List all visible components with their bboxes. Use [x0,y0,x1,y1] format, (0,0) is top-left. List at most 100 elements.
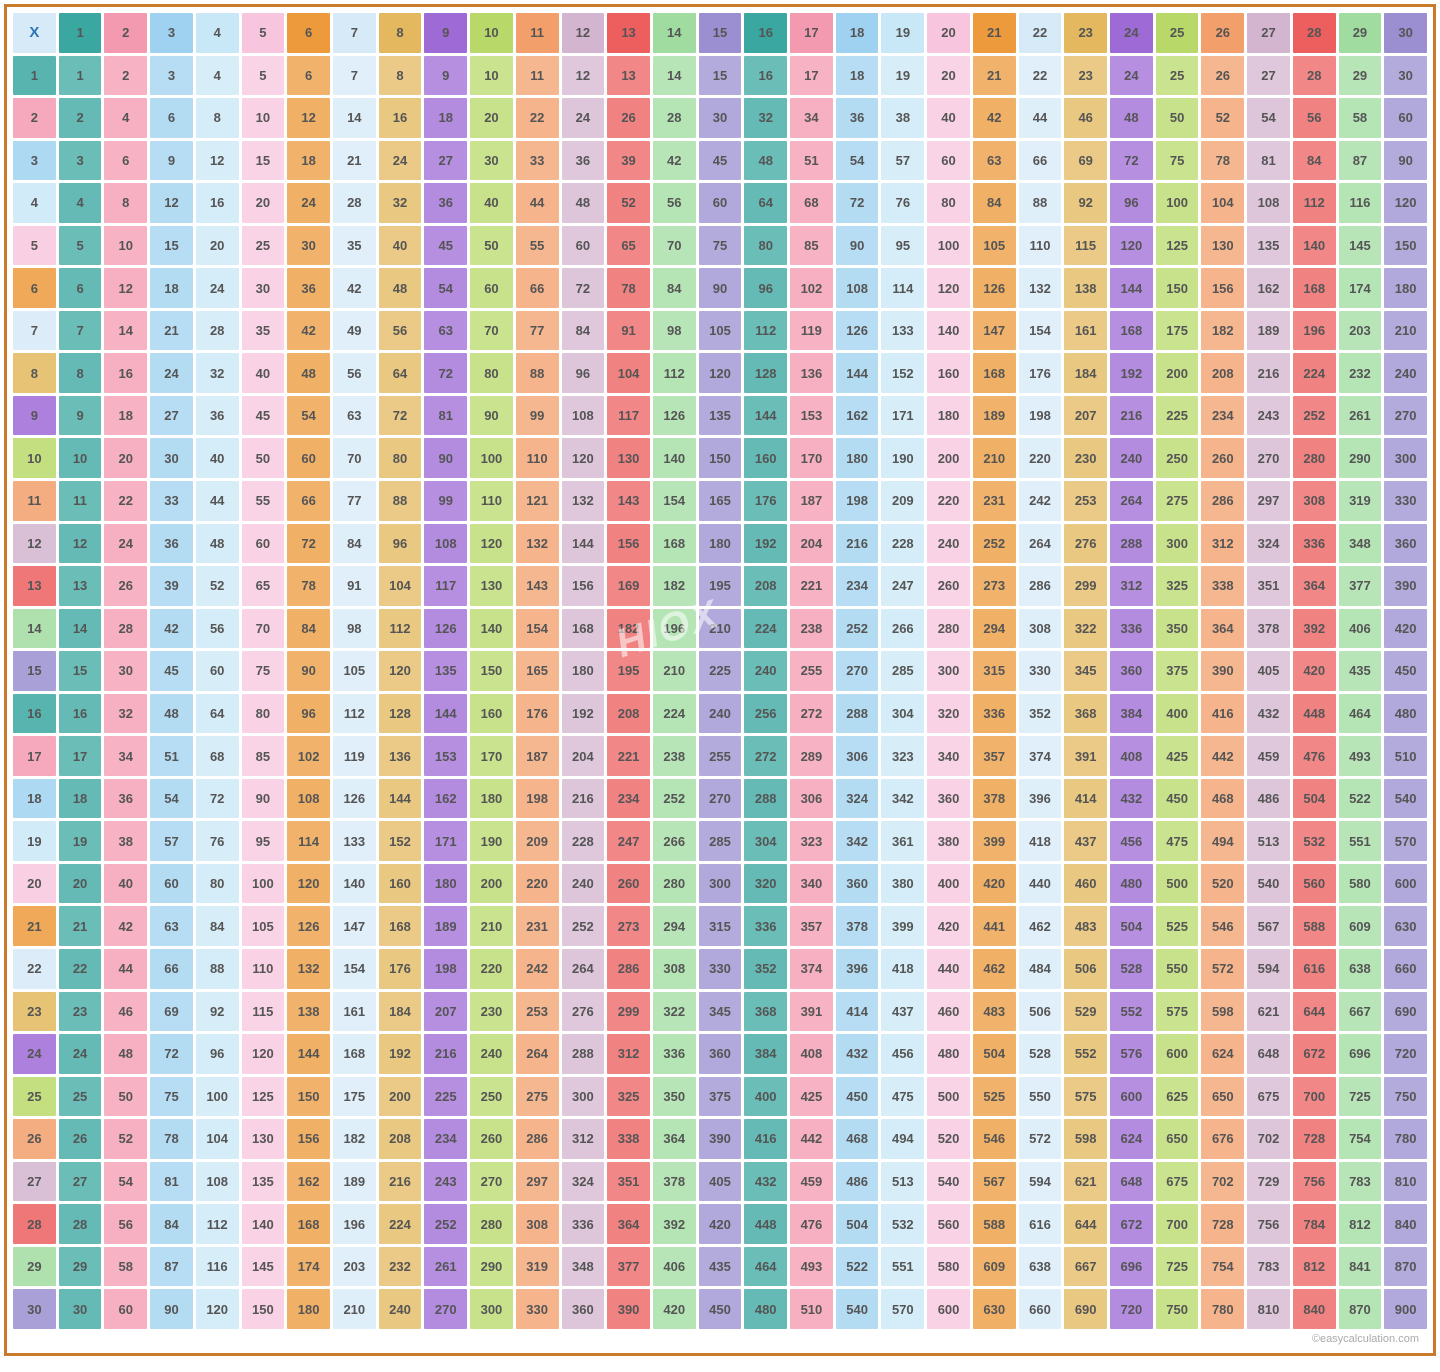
cell-20-11: 220 [516,864,559,904]
cell-2-11: 22 [516,98,559,138]
cell-15-11: 165 [516,651,559,691]
cell-27-24: 648 [1110,1162,1153,1202]
cell-13-3: 39 [150,566,193,606]
cell-16-22: 352 [1019,694,1062,734]
cell-24-14: 336 [653,1034,696,1074]
cell-12-17: 204 [790,524,833,564]
cell-10-1: 10 [59,438,102,478]
cell-28-30: 840 [1384,1204,1427,1244]
cell-6-23: 138 [1064,268,1107,308]
cell-12-24: 288 [1110,524,1153,564]
cell-5-24: 120 [1110,226,1153,266]
cell-18-13: 234 [607,779,650,819]
cell-28-21: 588 [973,1204,1016,1244]
cell-3-12: 36 [562,141,605,181]
cell-7-2: 14 [104,311,147,351]
cell-5-28: 140 [1293,226,1336,266]
cell-9-15: 135 [699,396,742,436]
cell-18-26: 468 [1201,779,1244,819]
cell-16-9: 144 [424,694,467,734]
cell-10-5: 50 [242,438,285,478]
cell-29-12: 348 [562,1247,605,1287]
cell-26-10: 260 [470,1119,513,1159]
cell-1-18: 18 [836,56,879,96]
cell-25-15: 375 [699,1077,742,1117]
cell-14-30: 420 [1384,609,1427,649]
cell-29-17: 493 [790,1247,833,1287]
cell-22-18: 396 [836,949,879,989]
cell-30-30: 900 [1384,1289,1427,1329]
cell-6-9: 54 [424,268,467,308]
cell-27-4: 108 [196,1162,239,1202]
cell-14-11: 154 [516,609,559,649]
cell-21-1: 21 [59,906,102,946]
cell-30-25: 750 [1156,1289,1199,1329]
cell-5-21: 105 [973,226,1016,266]
cell-18-24: 432 [1110,779,1153,819]
cell-30-13: 390 [607,1289,650,1329]
cell-3-14: 42 [653,141,696,181]
cell-9-9: 81 [424,396,467,436]
cell-14-6: 84 [287,609,330,649]
cell-20-9: 180 [424,864,467,904]
cell-13-26: 338 [1201,566,1244,606]
cell-10-10: 100 [470,438,513,478]
cell-4-6: 24 [287,183,330,223]
cell-30-2: 60 [104,1289,147,1329]
cell-10-8: 80 [379,438,422,478]
cell-1-13: 13 [607,56,650,96]
cell-27-18: 486 [836,1162,879,1202]
cell-7-30: 210 [1384,311,1427,351]
cell-24-19: 456 [881,1034,924,1074]
cell-21-5: 105 [242,906,285,946]
cell-13-15: 195 [699,566,742,606]
cell-25-22: 550 [1019,1077,1062,1117]
cell-25-14: 350 [653,1077,696,1117]
cell-29-5: 145 [242,1247,285,1287]
cell-29-10: 290 [470,1247,513,1287]
cell-21-24: 504 [1110,906,1153,946]
cell-30-27: 810 [1247,1289,1290,1329]
cell-11-16: 176 [744,481,787,521]
cell-1-8: 8 [379,56,422,96]
cell-29-19: 551 [881,1247,924,1287]
cell-10-19: 190 [881,438,924,478]
cell-17-10: 170 [470,736,513,776]
cell-11-9: 99 [424,481,467,521]
cell-16-1: 16 [59,694,102,734]
cell-3-18: 54 [836,141,879,181]
multiplication-grid: X123456789101112131415161718192021222324… [13,13,1427,1329]
cell-24-29: 696 [1339,1034,1382,1074]
cell-16-29: 464 [1339,694,1382,734]
cell-21-12: 252 [562,906,605,946]
cell-9-11: 99 [516,396,559,436]
cell-23-22: 506 [1019,992,1062,1032]
cell-2-28: 56 [1293,98,1336,138]
col-header-20: 20 [927,13,970,53]
cell-3-7: 21 [333,141,376,181]
cell-16-10: 160 [470,694,513,734]
cell-24-9: 216 [424,1034,467,1074]
cell-29-30: 870 [1384,1247,1427,1287]
col-header-5: 5 [242,13,285,53]
cell-16-17: 272 [790,694,833,734]
cell-17-29: 493 [1339,736,1382,776]
cell-2-12: 24 [562,98,605,138]
cell-13-29: 377 [1339,566,1382,606]
cell-1-16: 16 [744,56,787,96]
cell-25-6: 150 [287,1077,330,1117]
cell-22-21: 462 [973,949,1016,989]
cell-15-24: 360 [1110,651,1153,691]
cell-27-14: 378 [653,1162,696,1202]
cell-15-2: 30 [104,651,147,691]
cell-18-14: 252 [653,779,696,819]
row-header-18: 18 [13,779,56,819]
cell-16-23: 368 [1064,694,1107,734]
cell-25-10: 250 [470,1077,513,1117]
cell-12-2: 24 [104,524,147,564]
cell-19-10: 190 [470,821,513,861]
cell-22-30: 660 [1384,949,1427,989]
cell-4-30: 120 [1384,183,1427,223]
cell-4-27: 108 [1247,183,1290,223]
cell-23-23: 529 [1064,992,1107,1032]
